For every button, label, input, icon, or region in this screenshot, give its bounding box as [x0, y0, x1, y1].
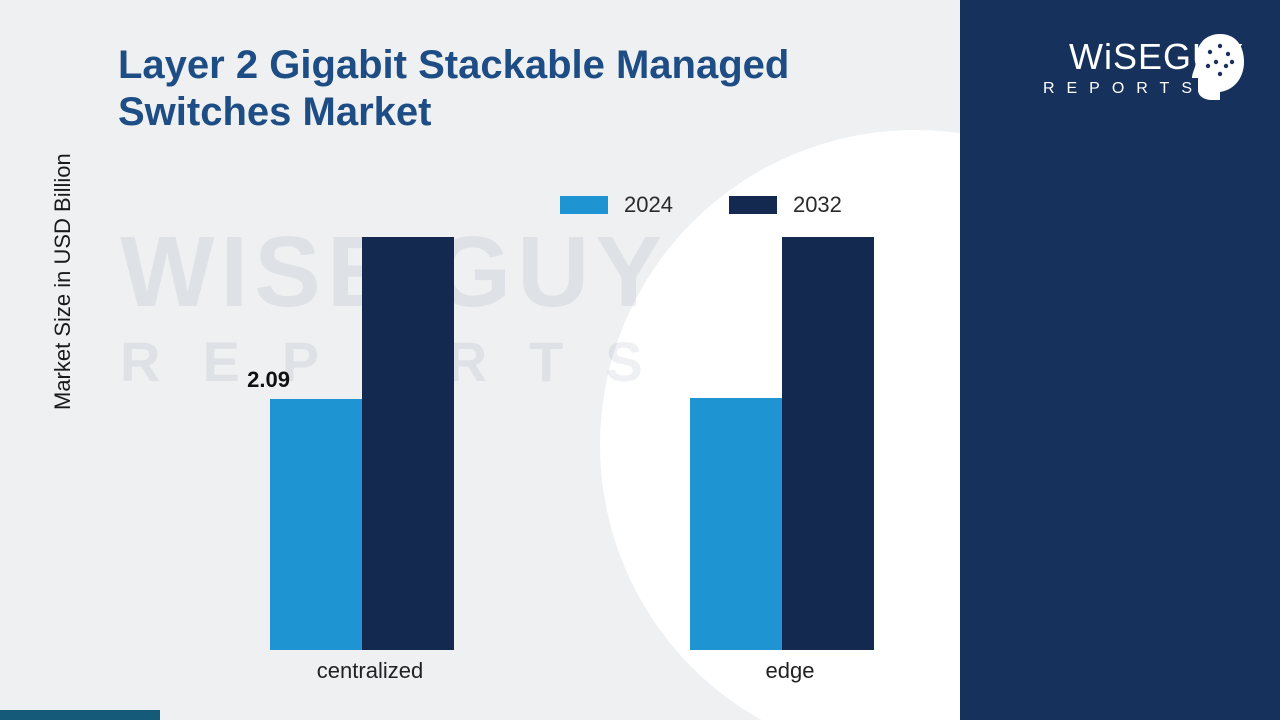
bar-centralized-2032 [362, 237, 454, 650]
chart-canvas: WISE GUY REPORTS WiSEGUY REPORTS Layer 2… [0, 0, 1280, 720]
bar-edge-2032 [782, 237, 874, 650]
brand-logo: WiSEGUY REPORTS [1043, 36, 1244, 98]
right-brand-panel [960, 0, 1280, 720]
bottom-accent-strip [0, 710, 160, 720]
bar-centralized-2024 [270, 399, 362, 650]
plot-area: 2.09 centralized edge [100, 230, 920, 650]
legend-label-2032: 2032 [793, 192, 842, 218]
legend-swatch-2032 [729, 196, 777, 214]
brand-sub: REPORTS [1043, 80, 1204, 98]
legend-swatch-2024 [560, 196, 608, 214]
legend-item-2024: 2024 [560, 192, 673, 218]
chart-title: Layer 2 Gigabit Stackable Managed Switch… [118, 42, 878, 136]
category-label-centralized: centralized [260, 658, 480, 684]
legend-item-2032: 2032 [729, 192, 842, 218]
category-label-edge: edge [680, 658, 900, 684]
bar-edge-2024 [690, 398, 782, 650]
y-axis-label: Market Size in USD Billion [50, 153, 76, 410]
legend-label-2024: 2024 [624, 192, 673, 218]
legend: 2024 2032 [560, 192, 842, 218]
value-label-2.09: 2.09 [200, 367, 290, 393]
head-icon [1190, 32, 1250, 104]
